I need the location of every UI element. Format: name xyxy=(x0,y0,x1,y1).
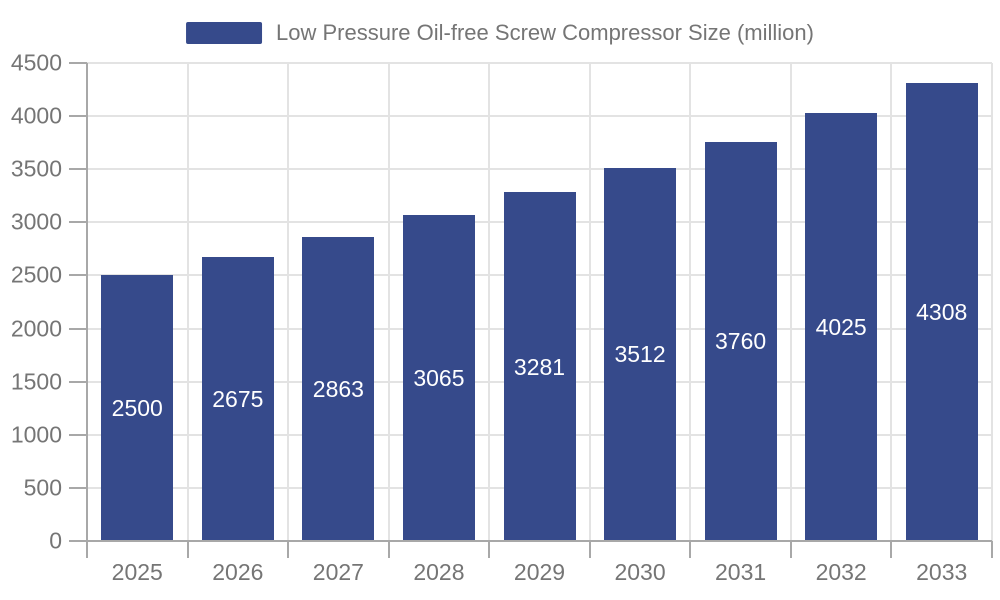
x-axis-category-label: 2031 xyxy=(715,559,767,585)
y-axis-tick-label: 1000 xyxy=(10,421,62,448)
x-axis-tick xyxy=(387,541,390,558)
legend-label: Low Pressure Oil-free Screw Compressor S… xyxy=(276,20,814,45)
gridline-horizontal xyxy=(87,168,992,171)
legend-item[interactable]: Low Pressure Oil-free Screw Compressor S… xyxy=(186,16,814,50)
x-axis-category-label: 2028 xyxy=(413,559,465,585)
y-axis-tick-label: 3000 xyxy=(10,208,62,235)
bar-value-label: 4308 xyxy=(916,299,968,326)
x-axis-tick xyxy=(186,541,189,558)
y-axis-line xyxy=(86,63,88,558)
x-axis-category-label: 2030 xyxy=(614,559,666,585)
x-axis-tick xyxy=(287,541,290,558)
gridline-vertical xyxy=(488,63,491,541)
bar-2025[interactable] xyxy=(101,275,174,541)
y-axis-tick xyxy=(69,433,87,436)
gridline-horizontal xyxy=(87,62,992,64)
y-axis-tick-label: 4500 xyxy=(10,49,62,76)
y-axis-tick-label: 1500 xyxy=(10,368,62,395)
gridline-vertical xyxy=(387,63,390,541)
legend-swatch xyxy=(186,22,263,44)
bar-2032[interactable] xyxy=(805,113,878,541)
y-axis-tick-label: 3500 xyxy=(10,155,62,182)
bar-value-label: 2500 xyxy=(111,395,163,422)
bar-value-label: 2675 xyxy=(212,385,264,412)
x-axis-tick xyxy=(991,541,993,558)
bar-2031[interactable] xyxy=(704,141,777,541)
x-axis-tick xyxy=(488,541,491,558)
bar-value-label: 3760 xyxy=(715,328,767,355)
y-axis-tick xyxy=(69,168,87,171)
y-axis-tick xyxy=(69,486,87,489)
gridline-vertical xyxy=(991,63,993,541)
x-axis-tick xyxy=(789,541,792,558)
x-axis-category-label: 2032 xyxy=(815,559,867,585)
y-axis-tick xyxy=(69,327,87,330)
bar-value-label: 3512 xyxy=(614,341,666,368)
x-axis-category-label: 2026 xyxy=(212,559,264,585)
x-axis-category-label: 2027 xyxy=(312,559,364,585)
gridline-vertical xyxy=(789,63,792,541)
y-axis-tick xyxy=(69,274,87,277)
bar-2029[interactable] xyxy=(503,192,576,541)
bar-2028[interactable] xyxy=(402,215,475,541)
x-axis-tick xyxy=(890,541,893,558)
y-axis-tick-label: 2500 xyxy=(10,261,62,288)
y-axis-tick-label: 500 xyxy=(23,474,62,501)
y-axis-tick-label: 0 xyxy=(49,527,62,554)
bar-value-label: 3281 xyxy=(513,353,566,380)
bar-value-label: 2863 xyxy=(312,375,364,402)
y-axis-tick-label: 4000 xyxy=(10,102,62,129)
gridline-vertical xyxy=(588,63,591,541)
bar-value-label: 3065 xyxy=(413,365,465,392)
x-axis-tick xyxy=(689,541,692,558)
x-axis-category-label: 2033 xyxy=(916,559,968,585)
gridline-vertical xyxy=(890,63,893,541)
x-axis-category-label: 2029 xyxy=(513,559,566,585)
gridline-vertical xyxy=(689,63,692,541)
y-axis-tick xyxy=(69,380,87,383)
gridline-vertical xyxy=(287,63,290,541)
y-axis-tick xyxy=(69,62,87,64)
x-axis-category-label: 2025 xyxy=(111,559,163,585)
bar-value-label: 4025 xyxy=(815,314,867,341)
y-axis-tick xyxy=(69,115,87,118)
bar-2026[interactable] xyxy=(201,256,274,541)
gridline-horizontal xyxy=(87,115,992,118)
bar-2030[interactable] xyxy=(604,167,677,541)
y-axis-tick xyxy=(69,221,87,224)
x-axis-tick xyxy=(588,541,591,558)
bar-2027[interactable] xyxy=(302,236,375,541)
bar-2033[interactable] xyxy=(905,83,978,541)
y-axis-tick-label: 2000 xyxy=(10,315,62,342)
gridline-vertical xyxy=(186,63,189,541)
x-axis-line xyxy=(69,540,992,542)
